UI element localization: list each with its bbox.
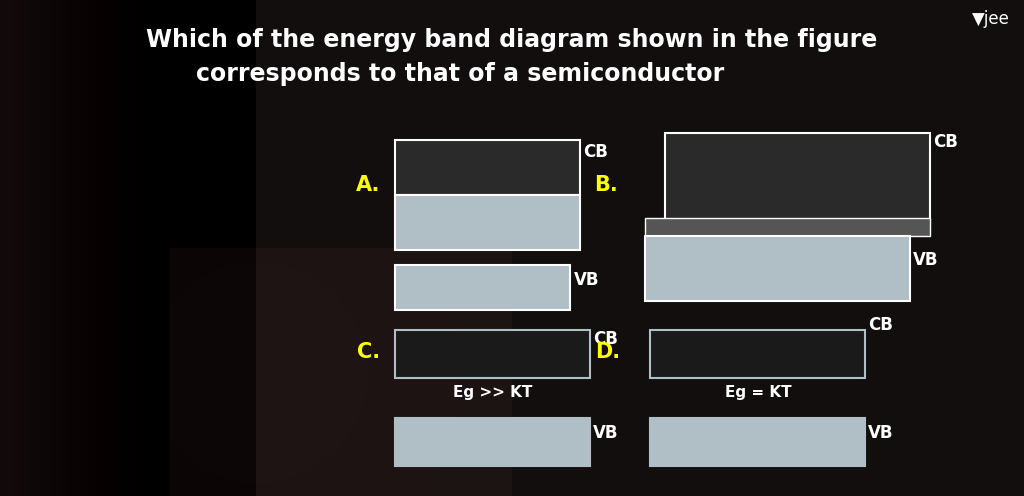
- Bar: [395, 140, 580, 195]
- Text: Eg >> KT: Eg >> KT: [454, 385, 532, 400]
- Text: ▼jee: ▼jee: [972, 10, 1010, 28]
- Text: Which of the energy band diagram shown in the figure: Which of the energy band diagram shown i…: [146, 28, 878, 52]
- Text: VB: VB: [913, 251, 939, 269]
- Text: C.: C.: [357, 342, 380, 362]
- Bar: [645, 236, 910, 301]
- Text: VB: VB: [593, 424, 618, 442]
- Bar: [395, 418, 590, 466]
- Text: CB: CB: [868, 316, 893, 334]
- Bar: [650, 330, 865, 378]
- Text: corresponds to that of a semiconductor: corresponds to that of a semiconductor: [196, 62, 724, 86]
- Text: CB: CB: [593, 330, 617, 348]
- Text: VB: VB: [868, 424, 894, 442]
- Text: B.: B.: [594, 175, 618, 195]
- Bar: [645, 218, 930, 236]
- Text: Eg = KT: Eg = KT: [725, 385, 792, 400]
- Bar: [650, 418, 865, 466]
- Bar: [665, 133, 930, 223]
- Bar: [395, 195, 580, 250]
- Text: CB: CB: [583, 143, 608, 161]
- Text: CB: CB: [933, 133, 957, 151]
- Text: D.: D.: [595, 342, 620, 362]
- Bar: [395, 330, 590, 378]
- Text: VB: VB: [574, 271, 599, 289]
- Text: A.: A.: [355, 175, 380, 195]
- Bar: [395, 265, 570, 310]
